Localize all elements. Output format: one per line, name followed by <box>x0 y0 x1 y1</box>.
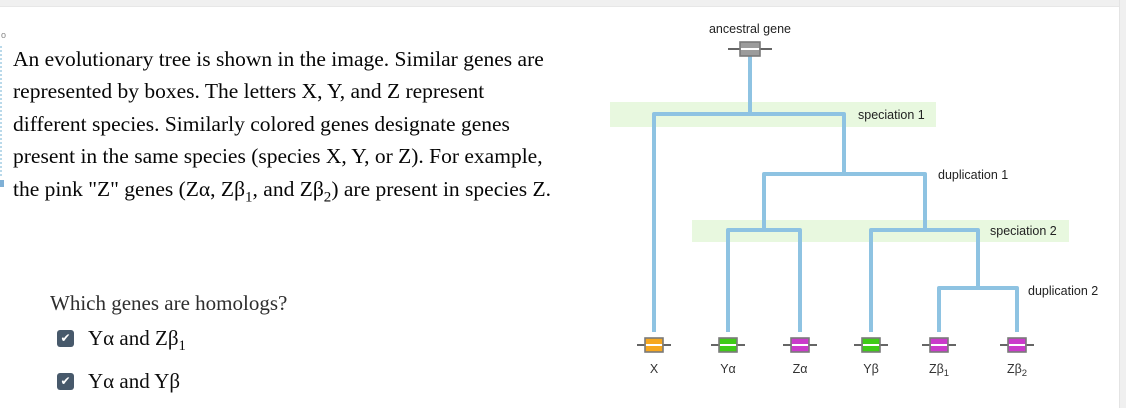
checkbox-checked[interactable]: ✔ <box>57 330 74 347</box>
option-label[interactable]: Yα and Yβ <box>88 369 180 394</box>
clipped-glyph: o <box>1 30 7 40</box>
intro-text: , and Zβ <box>252 176 324 201</box>
gene-zb2-label: Zβ2 <box>1007 362 1027 379</box>
duplication2-label: duplication 2 <box>1028 284 1098 298</box>
option-label-subscript: 1 <box>178 338 186 355</box>
gene-za-label-base: Zα <box>793 362 808 376</box>
branch-speciation1 <box>652 112 846 332</box>
clipped-blue-mark <box>0 180 4 187</box>
branch-speciation2-left <box>726 228 802 332</box>
branch-duplication2 <box>937 286 1019 332</box>
gene-zb2-label-base: Zβ <box>1007 362 1022 376</box>
branch-speciation2-right <box>869 228 980 332</box>
checkmark-icon: ✔ <box>60 374 71 388</box>
option-label[interactable]: Yα and Zβ1 <box>88 326 186 355</box>
gene-zb1-label-base: Zβ <box>929 362 944 376</box>
gene-ya-label-base: Yα <box>720 362 736 376</box>
ancestral-gene-label: ancestral gene <box>709 22 791 36</box>
intro-paragraph: An evolutionary tree is shown in the ima… <box>13 43 558 206</box>
gene-zb1-label: Zβ1 <box>929 362 949 379</box>
tree-svg: ancestral gene speciation 1 duplication … <box>610 22 1098 379</box>
gene-yb-label-base: Yβ <box>863 362 879 376</box>
speciation2-label: speciation 2 <box>990 224 1057 238</box>
gene-zb1-label-sub: 1 <box>944 368 949 379</box>
intro-subscript-2: 2 <box>323 188 332 205</box>
scrollbar-track[interactable] <box>1119 0 1126 408</box>
duplication1-label: duplication 1 <box>938 168 1008 182</box>
answer-option-row[interactable]: ✔ Yα and Yβ <box>57 369 180 394</box>
gene-x-label-base: X <box>650 362 659 376</box>
intro-text: ) are present in species Z. <box>331 176 552 201</box>
gene-ya-label: Yα <box>720 362 736 376</box>
gene-yb-label: Yβ <box>863 362 879 376</box>
option-label-text: Yα and Yβ <box>88 369 181 393</box>
intro-text: An evolutionary tree is shown in the ima… <box>13 46 544 201</box>
speciation1-label: speciation 1 <box>858 108 925 122</box>
clipped-left-edge-artifact: o <box>0 30 8 200</box>
checkbox-checked[interactable]: ✔ <box>57 373 74 390</box>
option-label-text: Yα and Zβ <box>88 326 179 350</box>
intro-subscript-1: 1 <box>245 188 253 205</box>
answer-option-row[interactable]: ✔ Yα and Zβ1 <box>57 326 186 355</box>
gene-za-label: Zα <box>793 362 808 376</box>
clipped-dotted-line <box>0 46 2 176</box>
page-top-bar <box>0 0 1126 7</box>
question-text: Which genes are homologs? <box>50 291 288 315</box>
evolutionary-tree-diagram: ancestral gene speciation 1 duplication … <box>600 14 1126 400</box>
gene-x-label: X <box>650 362 659 376</box>
checkmark-icon: ✔ <box>60 331 71 345</box>
branch-duplication1 <box>762 172 927 230</box>
gene-zb2-label-sub: 2 <box>1022 368 1027 379</box>
